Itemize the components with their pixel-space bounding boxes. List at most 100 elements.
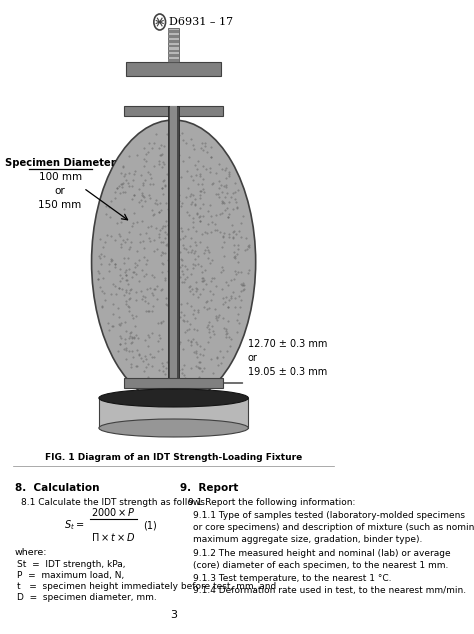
Point [213,315,221,325]
Point [190,144,198,154]
Point [233,327,240,337]
Point [204,206,211,216]
Point [169,158,177,169]
Point [115,319,123,329]
Point [150,290,157,300]
Point [143,255,151,265]
Point [201,138,209,148]
Point [130,332,138,342]
Point [133,245,140,256]
Point [144,372,151,382]
Point [193,325,201,335]
Point [198,366,206,376]
Point [131,321,139,332]
Point [116,231,124,241]
Point [237,295,245,306]
Bar [170,106,176,388]
Point [161,233,169,243]
Point [156,224,164,235]
Text: $\Pi \times t \times D$: $\Pi \times t \times D$ [91,531,136,543]
Point [140,143,147,153]
Point [225,316,232,327]
Point [223,328,230,338]
Point [243,233,250,243]
Point [213,352,221,362]
Point [213,311,220,321]
Point [128,309,136,320]
Point [212,313,220,323]
Point [192,283,200,293]
Point [169,155,177,165]
Point [138,190,146,200]
Point [208,255,216,265]
Point [154,336,161,346]
Point [178,276,186,287]
Point [195,212,203,222]
Point [166,205,173,216]
Point [123,174,130,184]
Point [163,169,171,179]
Point [215,312,222,322]
Point [154,318,162,328]
Point [140,366,147,376]
Point [157,250,165,260]
Point [227,333,235,344]
Point [169,330,176,340]
Point [159,189,166,199]
Point [109,309,117,320]
Point [194,250,202,261]
Point [228,293,235,303]
Point [154,376,161,386]
Point [116,330,124,340]
Point [118,217,125,227]
Point [187,189,194,199]
Point [183,325,191,335]
Point [228,220,236,230]
Point [150,272,158,282]
Point [159,365,166,375]
Point [223,188,230,198]
Point [222,329,229,339]
Point [155,232,163,242]
Point [237,267,245,277]
Point [187,247,195,257]
Point [101,237,109,247]
Point [205,316,213,327]
Point [191,200,199,210]
Point [208,211,215,221]
Point [115,229,123,239]
Point [192,361,200,371]
Point [212,281,219,291]
Text: 9.1.4 Deformation rate used in test, to the nearest mm/min.: 9.1.4 Deformation rate used in test, to … [193,586,466,595]
Point [167,155,174,165]
Point [95,251,102,261]
Point [151,198,159,208]
Point [103,209,110,219]
Point [98,301,106,311]
Point [237,232,245,242]
Point [117,339,124,349]
Bar [168,49,179,52]
Bar [168,35,179,37]
Point [142,296,149,306]
Point [180,310,188,320]
Point [197,171,204,181]
Point [187,171,195,181]
Point [206,163,214,173]
Point [122,270,130,280]
Point [189,381,197,391]
Point [133,217,140,227]
Point [135,184,143,194]
Point [126,306,133,316]
Point [146,283,154,293]
Point [125,152,133,162]
Point [115,181,122,191]
Point [173,250,181,260]
Point [143,284,150,294]
Point [196,237,204,247]
Point [173,146,181,157]
Point [156,333,164,344]
Point [106,212,113,223]
Point [237,217,245,228]
Point [129,174,137,184]
